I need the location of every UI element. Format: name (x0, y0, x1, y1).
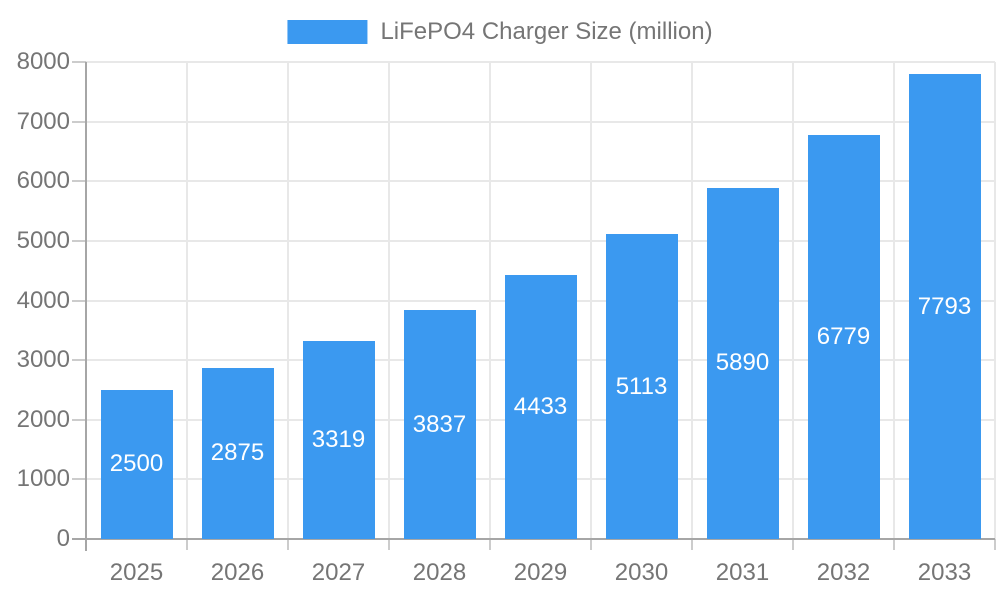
bar-value-label: 3837 (412, 410, 467, 438)
x-axis-label-2032: 2032 (816, 559, 871, 586)
v-gridline (388, 62, 390, 539)
v-gridline (994, 62, 996, 539)
y-axis-tick (72, 299, 86, 302)
x-axis-label-2025: 2025 (109, 559, 164, 586)
x-axis-label-2029: 2029 (513, 559, 568, 586)
y-axis-label: 8000 (16, 48, 70, 75)
v-gridline (489, 62, 491, 539)
x-axis-tick (792, 539, 794, 550)
y-axis-label: 0 (56, 525, 70, 552)
h-gridline (86, 61, 995, 63)
x-axis-tick (994, 539, 996, 550)
x-axis-tick (388, 539, 390, 550)
bar-2026[interactable]: 2875 (201, 367, 274, 539)
v-gridline (186, 62, 188, 539)
bar-2027[interactable]: 3319 (302, 341, 375, 539)
h-gridline (86, 120, 995, 123)
bar-2025[interactable]: 2500 (100, 389, 173, 539)
x-axis-label-2030: 2030 (614, 559, 669, 586)
bar-2031[interactable]: 5890 (706, 187, 779, 539)
bar-value-label: 4433 (513, 392, 568, 420)
bar-value-label: 7793 (917, 292, 972, 320)
x-axis-label-2026: 2026 (210, 559, 265, 586)
v-gridline (792, 62, 794, 539)
h-gridline (86, 180, 995, 183)
y-axis-label: 7000 (16, 107, 70, 135)
v-gridline (893, 62, 895, 539)
y-axis-line (85, 62, 87, 551)
y-axis-tick (72, 180, 86, 183)
v-gridline (590, 62, 592, 539)
bar-value-label: 2500 (109, 450, 164, 478)
bar-value-label: 5113 (615, 372, 668, 400)
x-axis-label-2028: 2028 (412, 559, 467, 586)
x-axis-tick (590, 539, 592, 550)
x-axis-tick (186, 539, 188, 550)
y-axis-tick (72, 239, 86, 242)
v-gridline (691, 62, 693, 539)
bar-value-label: 3319 (311, 426, 366, 454)
bar-2030[interactable]: 5113 (605, 234, 678, 539)
x-axis-tick (691, 539, 693, 550)
legend-label: LiFePO4 Charger Size (million) (380, 18, 713, 45)
y-axis-label: 2000 (16, 405, 70, 433)
legend-swatch (287, 20, 368, 44)
y-axis-label: 6000 (16, 167, 70, 195)
y-axis-label: 1000 (16, 465, 70, 493)
y-axis-tick (72, 359, 86, 362)
x-axis-label-2033: 2033 (917, 559, 972, 586)
bar-2028[interactable]: 3837 (403, 310, 476, 539)
bar-value-label: 2875 (210, 439, 265, 467)
y-axis-tick (72, 120, 86, 123)
legend[interactable]: LiFePO4 Charger Size (million) (287, 18, 713, 46)
h-gridline (86, 239, 995, 242)
x-axis-label-2031: 2031 (715, 559, 770, 586)
x-axis-label-2027: 2027 (311, 559, 366, 586)
x-axis-tick (489, 539, 491, 550)
y-axis-label: 5000 (16, 226, 70, 254)
bar-2033[interactable]: 7793 (908, 74, 981, 539)
y-axis-tick (72, 478, 86, 481)
y-axis-label: 3000 (16, 346, 70, 374)
bar-2029[interactable]: 4433 (504, 274, 577, 539)
bar-value-label: 6779 (816, 322, 871, 350)
bar-2032[interactable]: 6779 (807, 134, 880, 539)
y-axis-tick (72, 418, 86, 421)
x-axis-tick (893, 539, 895, 550)
y-axis-tick (72, 61, 86, 63)
v-gridline (287, 62, 289, 539)
bar-value-label: 5890 (715, 349, 770, 377)
x-axis-tick (287, 539, 289, 550)
x-axis-line (72, 538, 995, 540)
y-axis-label: 4000 (16, 286, 70, 314)
